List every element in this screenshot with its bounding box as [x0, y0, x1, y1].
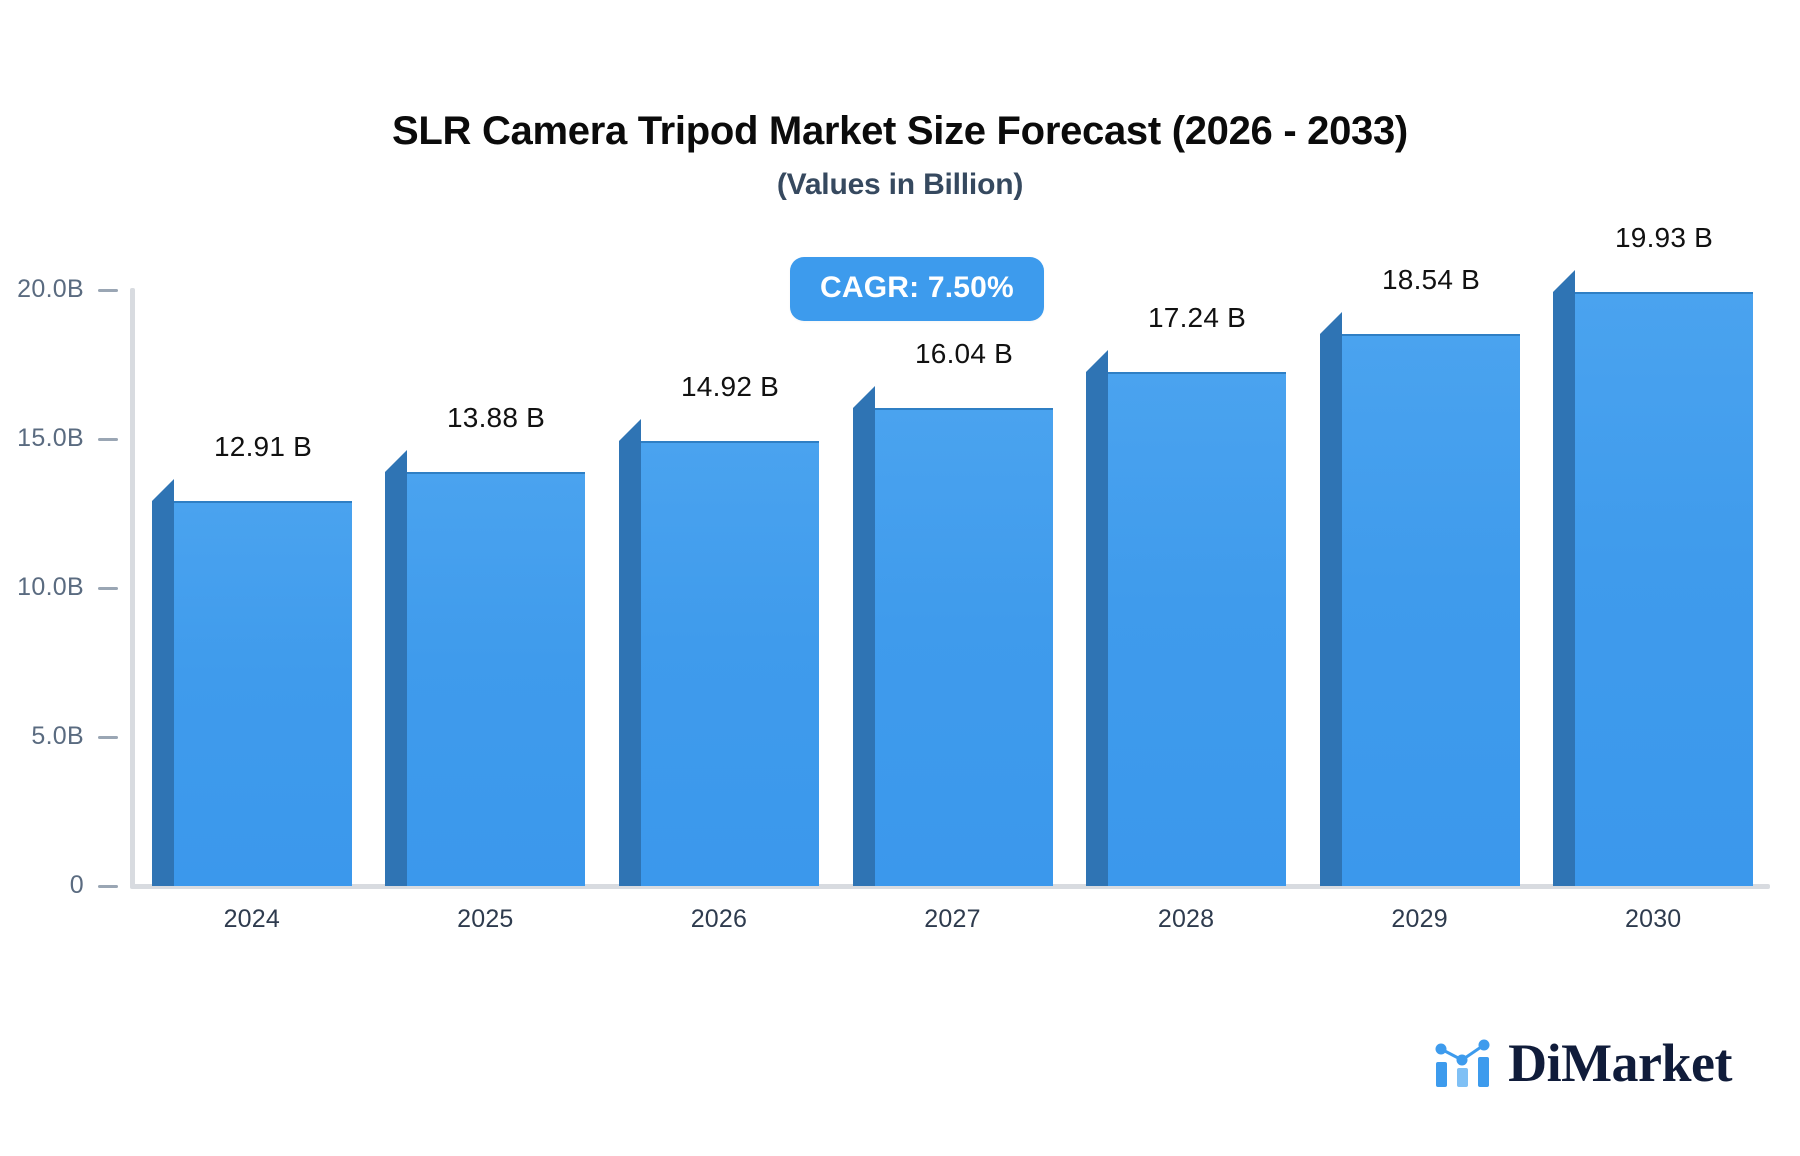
bar-front-face	[875, 408, 1053, 886]
bar-value-label: 12.91 B	[214, 431, 312, 462]
bar-front-face	[407, 472, 585, 886]
bar-front-face	[641, 441, 819, 886]
y-axis-tick-mark	[98, 884, 118, 888]
chart-subtitle: (Values in Billion)	[776, 168, 1024, 201]
bar-side-face	[1086, 372, 1108, 886]
cagr-badge: CAGR: 7.50%	[790, 257, 1044, 321]
bar-column	[152, 479, 352, 886]
y-axis-tick-mark	[98, 586, 118, 590]
bar-side-face	[619, 441, 641, 886]
x-axis-tick-label: 2029	[1391, 905, 1448, 933]
y-axis-tick-mark	[98, 735, 118, 739]
bar-front-face	[1342, 334, 1520, 886]
bar-side-face	[1320, 334, 1342, 886]
bar-column	[1320, 312, 1520, 886]
page-title: SLR Camera Tripod Market Size Forecast (…	[392, 109, 1408, 153]
x-axis-tick-label: 2026	[690, 905, 748, 933]
bar-column	[385, 450, 585, 886]
y-axis-line	[130, 288, 135, 888]
y-axis-tick-mark	[98, 288, 118, 292]
bar-column	[619, 419, 819, 886]
bar-column	[1086, 350, 1286, 886]
y-axis-tick-label: 10.0B	[17, 572, 84, 601]
y-axis-tick-label: 0	[69, 870, 84, 899]
bar-front-face	[1575, 292, 1753, 886]
x-axis-tick-label: 2028	[1157, 905, 1215, 933]
bar-front-face	[174, 501, 352, 886]
bar-side-face	[853, 408, 875, 886]
brand-name: DiMarket	[1508, 1033, 1732, 1093]
x-axis-tick-label: 2025	[457, 905, 514, 933]
y-axis-tick-label: 15.0B	[17, 423, 84, 452]
bar-column	[1553, 270, 1753, 886]
bar-side-face	[152, 501, 174, 886]
bar-side-face	[1553, 292, 1575, 886]
bar-side-cap	[1086, 350, 1108, 372]
bar-side-cap	[619, 419, 641, 441]
bar-side-cap	[385, 450, 407, 472]
bar-front-face	[1108, 372, 1286, 886]
bar-value-label: 17.24 B	[1148, 302, 1246, 333]
bar-side-cap	[1553, 270, 1575, 292]
x-axis-tick-label: 2027	[924, 905, 981, 933]
title-block: SLR Camera Tripod Market Size Forecast (…	[0, 108, 1800, 202]
bar-value-label: 19.93 B	[1615, 222, 1713, 253]
bar-side-cap	[853, 386, 875, 408]
x-axis-tick-label: 2024	[223, 905, 280, 933]
bar-side-cap	[1320, 312, 1342, 334]
bar-side-cap	[152, 479, 174, 501]
y-axis-tick-label: 5.0B	[31, 721, 84, 750]
brand-logo: DiMarket	[1432, 1036, 1732, 1090]
x-axis-tick-label: 2030	[1624, 905, 1682, 933]
bar-value-label: 13.88 B	[447, 402, 545, 433]
x-axis-line	[130, 884, 1770, 889]
y-axis-tick-mark	[98, 437, 118, 441]
bar-chart-icon	[1435, 1039, 1490, 1087]
bar-value-label: 16.04 B	[915, 338, 1013, 369]
bar-value-label: 14.92 B	[681, 371, 779, 402]
bar-side-face	[385, 472, 407, 886]
bar-value-label: 18.54 B	[1382, 264, 1480, 295]
y-axis-tick-label: 20.0B	[17, 274, 84, 303]
bar-column	[853, 386, 1053, 886]
